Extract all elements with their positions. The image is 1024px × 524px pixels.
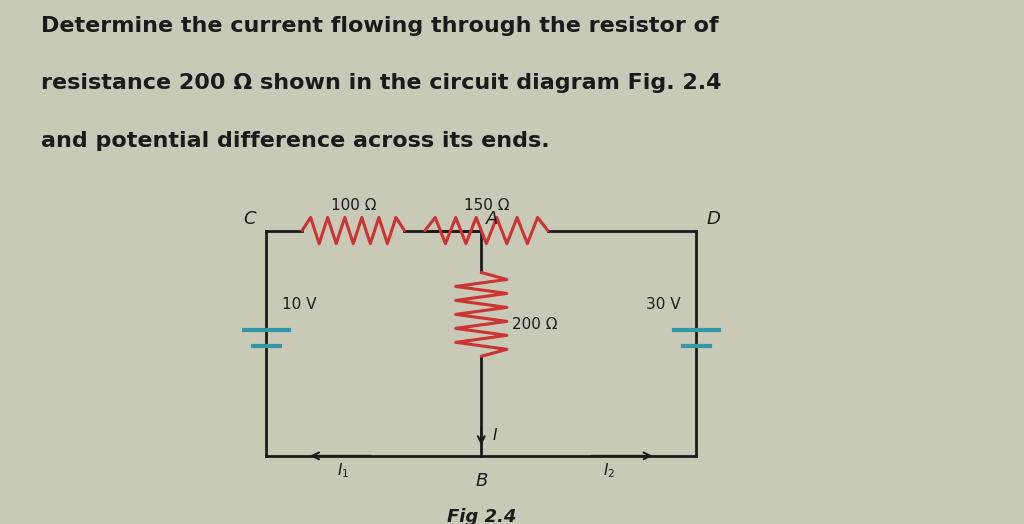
Text: 100 Ω: 100 Ω (331, 198, 376, 213)
Text: B: B (475, 472, 487, 489)
Text: $I$: $I$ (492, 427, 498, 443)
Text: Determine the current flowing through the resistor of: Determine the current flowing through th… (41, 16, 719, 36)
Text: 30 V: 30 V (646, 297, 681, 312)
Text: Fig 2.4: Fig 2.4 (446, 508, 516, 524)
Text: $I_2$: $I_2$ (603, 461, 615, 480)
Text: and potential difference across its ends.: and potential difference across its ends… (41, 131, 550, 151)
Text: resistance 200 Ω shown in the circuit diagram Fig. 2.4: resistance 200 Ω shown in the circuit di… (41, 73, 722, 93)
Text: D: D (707, 210, 721, 228)
Text: 10 V: 10 V (282, 297, 316, 312)
Text: 150 Ω: 150 Ω (464, 198, 509, 213)
Text: 200 Ω: 200 Ω (512, 318, 557, 332)
Text: A: A (486, 210, 499, 228)
Text: C: C (244, 210, 256, 228)
Text: $I_1$: $I_1$ (337, 461, 349, 480)
